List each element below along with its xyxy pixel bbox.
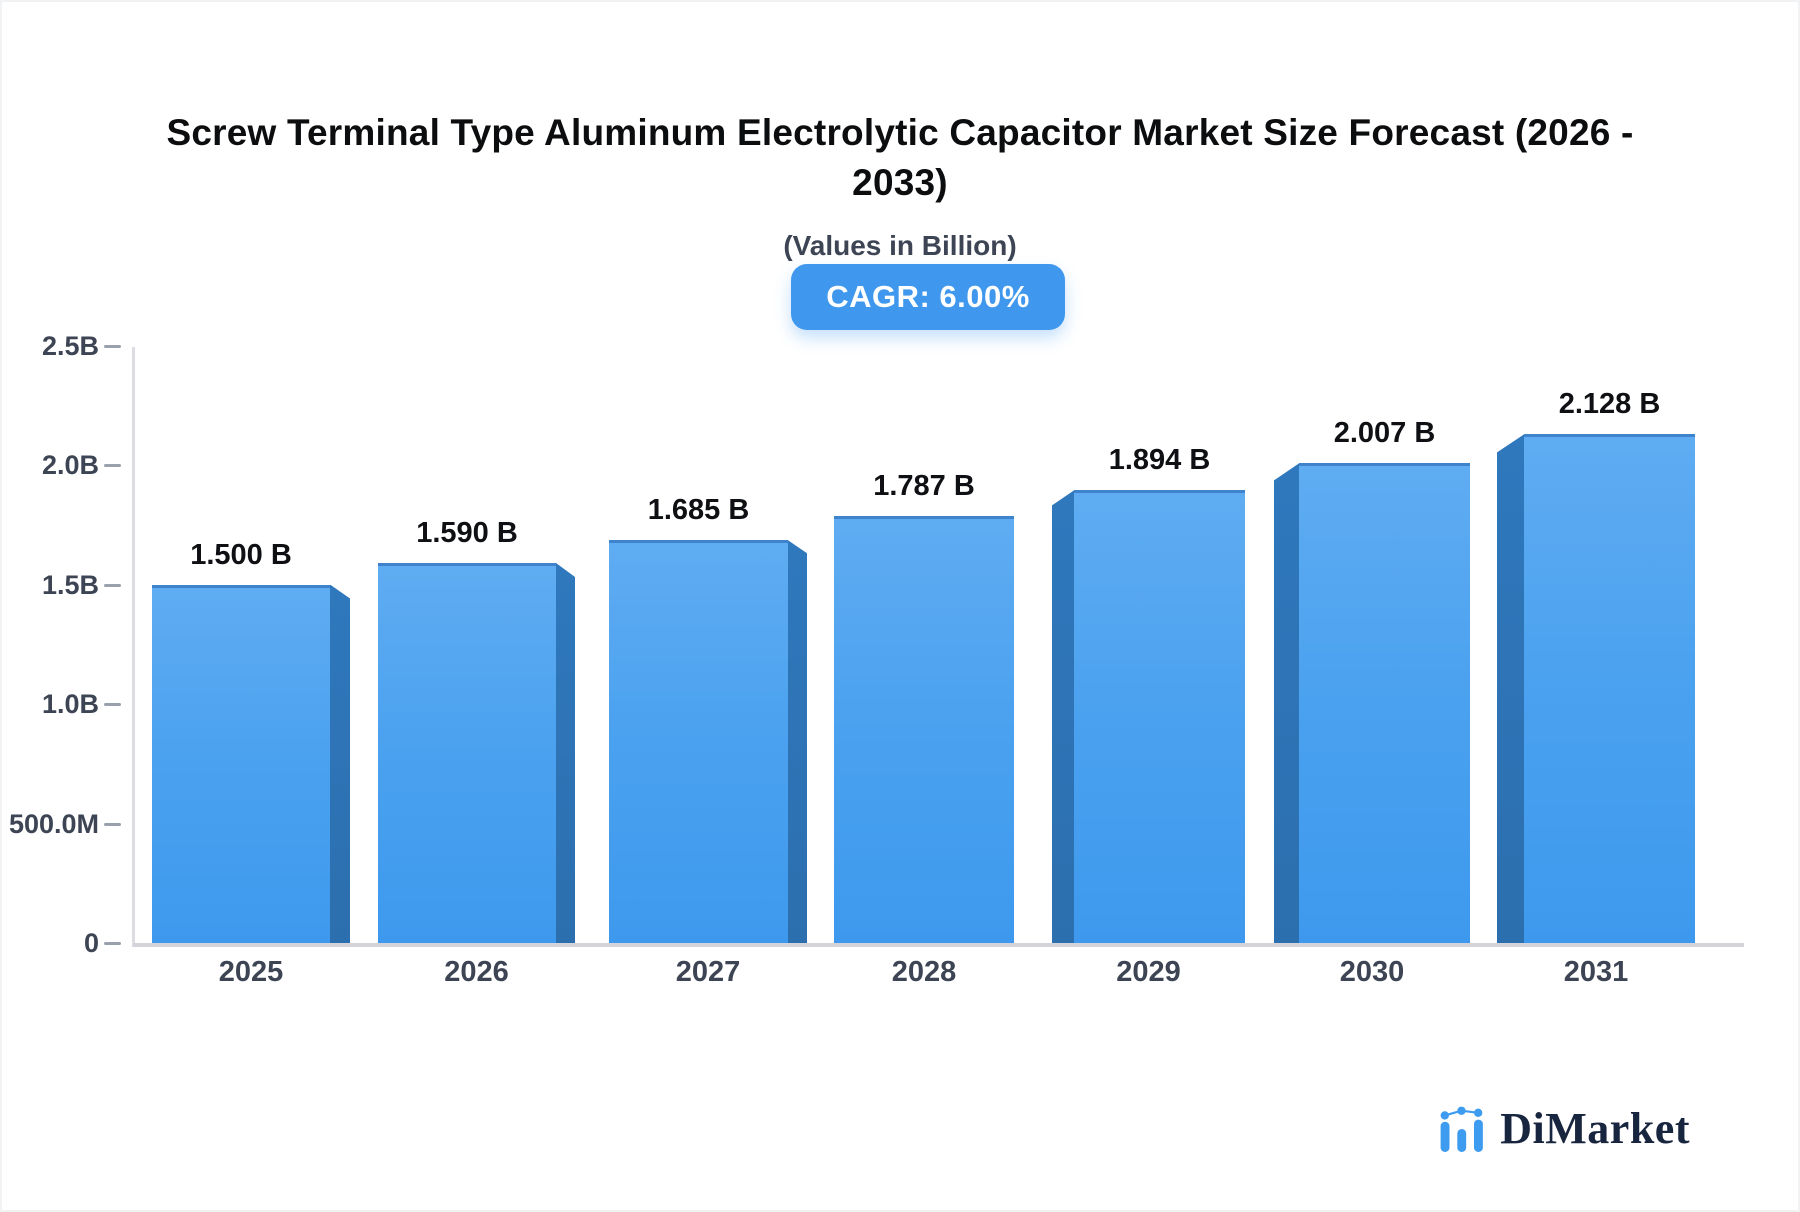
bar-2027 (609, 540, 807, 943)
x-tick-label: 2030 (1339, 956, 1405, 988)
bar-face[interactable] (834, 515, 1014, 943)
y-tick-mark (104, 942, 121, 945)
y-tick-label: 500.0M (8, 808, 99, 839)
x-axis-line (133, 943, 1744, 947)
bar-2030 (1274, 463, 1470, 943)
y-tick-mark (104, 822, 121, 826)
brand-name: DiMarket (1500, 1104, 1690, 1153)
bar-value-label: 1.500 B (190, 538, 292, 571)
x-tick-label: 2026 (444, 956, 509, 988)
bar-value-label: 1.894 B (1108, 444, 1211, 477)
bar-face[interactable] (1074, 490, 1245, 943)
bar-side-3d (330, 584, 350, 943)
bar-face[interactable] (609, 540, 788, 943)
y-tick-label: 2.5B (41, 330, 99, 361)
bar-face[interactable] (1299, 463, 1470, 943)
dimarket-logo-icon (1438, 1106, 1486, 1152)
bar-2031 (1497, 434, 1695, 943)
x-tick-label: 2029 (1116, 956, 1181, 988)
bar-side-3d (788, 540, 807, 943)
x-tick-label: 2025 (218, 956, 284, 988)
bar-side-3d (556, 562, 575, 943)
y-tick-mark (104, 583, 121, 587)
y-tick-label: 1.5B (41, 569, 99, 600)
y-tick-mark (104, 464, 121, 467)
bar-value-label: 2.128 B (1558, 388, 1661, 421)
bar-side-3d (1052, 490, 1074, 943)
x-tick-label: 2031 (1563, 956, 1629, 988)
y-tick-mark (104, 703, 121, 706)
chart-title-line2: 2033) (852, 162, 948, 203)
bar-side-3d (1274, 463, 1299, 943)
chart-title: Screw Terminal Type Aluminum Electrolyti… (2, 108, 1798, 208)
y-tick-label: 1.0B (41, 689, 99, 719)
cagr-badge: CAGR: 6.00% (791, 264, 1065, 330)
bar-face[interactable] (1524, 434, 1695, 943)
y-axis-line (132, 346, 135, 947)
bar-2029 (1052, 490, 1245, 943)
y-tick-mark (104, 344, 121, 348)
x-tick-label: 2027 (675, 956, 741, 988)
x-tick-label: 2028 (891, 956, 957, 988)
brand-logo: DiMarket (1438, 1103, 1690, 1154)
y-tick-label: 0 (83, 928, 99, 958)
bar-value-label: 1.685 B (647, 494, 750, 527)
bar-value-label: 1.787 B (873, 469, 975, 502)
bar-face[interactable] (378, 562, 556, 943)
bar-value-label: 1.590 B (416, 516, 518, 549)
chart-title-line1: Screw Terminal Type Aluminum Electrolyti… (166, 112, 1634, 153)
bar-2028 (834, 515, 1014, 943)
bar-2025 (152, 584, 350, 943)
chart-subtitle: (Values in Billion) (783, 230, 1017, 261)
bar-value-label: 2.007 B (1333, 417, 1436, 450)
y-tick-label: 2.0B (41, 450, 99, 480)
bar-2026 (378, 562, 575, 943)
bar-face[interactable] (152, 584, 330, 943)
bar-side-3d (1497, 434, 1524, 943)
